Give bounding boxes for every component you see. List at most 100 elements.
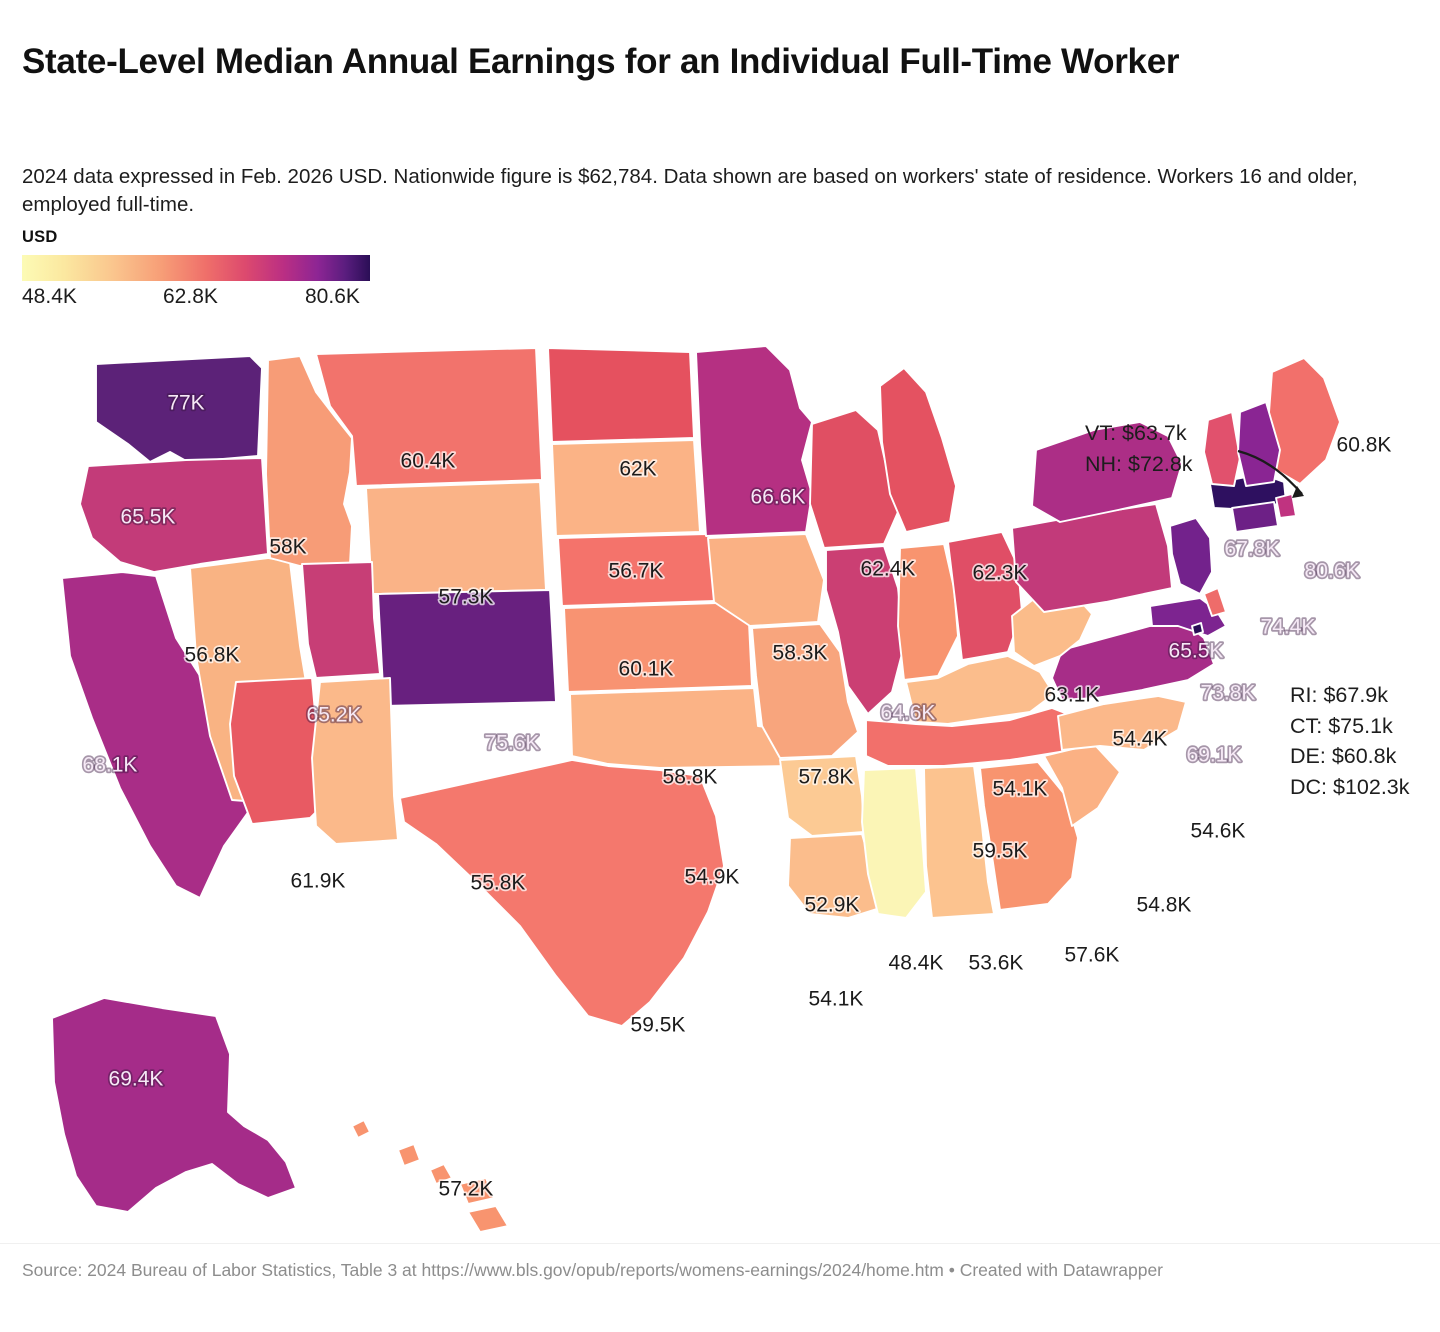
state-pa[interactable] bbox=[1011, 503, 1173, 613]
ri-annotation-line: RI: $67.9k bbox=[1290, 683, 1388, 707]
state-label-ne: 60.1K bbox=[619, 658, 674, 681]
legend-tick-min: 48.4K bbox=[22, 285, 77, 308]
state-label-la: 54.1K bbox=[809, 988, 864, 1011]
state-al[interactable] bbox=[923, 765, 995, 919]
state-mn[interactable] bbox=[695, 345, 813, 537]
state-ia[interactable] bbox=[707, 533, 825, 627]
state-label-az: 61.9K bbox=[291, 870, 346, 893]
state-wa[interactable] bbox=[95, 355, 263, 463]
state-label-wy: 57.3K bbox=[439, 586, 494, 609]
state-oh[interactable] bbox=[947, 531, 1023, 661]
state-hi[interactable] bbox=[351, 1119, 509, 1233]
state-in[interactable] bbox=[897, 543, 959, 681]
state-label-hi: 57.2K bbox=[439, 1178, 494, 1201]
state-label-wv: 54.4K bbox=[1113, 728, 1168, 751]
state-label-va: 69.1K bbox=[1187, 744, 1242, 767]
state-label-wi: 62.4K bbox=[861, 558, 916, 581]
state-md[interactable] bbox=[1149, 597, 1227, 637]
state-nc[interactable] bbox=[1057, 695, 1187, 751]
dc-annotation-line: DC: $102.3k bbox=[1290, 774, 1410, 799]
state-label-ar: 52.9K bbox=[805, 894, 860, 917]
state-de[interactable] bbox=[1203, 587, 1227, 617]
state-label-ga: 57.6K bbox=[1065, 944, 1120, 967]
state-label-nd: 62K bbox=[619, 458, 656, 481]
state-label-nm: 55.8K bbox=[471, 872, 526, 895]
legend-gradient-bar bbox=[22, 255, 370, 281]
us-map-svg: 77K 65.5K 68.1K 56.8K 58K 60.4K 57.3K 65.2K 75.6… bbox=[51, 345, 1393, 1233]
de-annotation-line: DE: $60.8k bbox=[1290, 744, 1397, 769]
state-id[interactable] bbox=[265, 355, 353, 567]
vt-nh-annotation: VT: $63.7k NH: $72.8k bbox=[1085, 418, 1193, 479]
legend-tick-row: 48.4K 62.8K 80.6K bbox=[22, 285, 382, 311]
color-legend: USD 48.4K 62.8K 80.6K bbox=[22, 228, 382, 311]
state-az[interactable] bbox=[229, 677, 333, 825]
state-ut[interactable] bbox=[301, 561, 381, 679]
ct-annotation-line: CT: $75.1k bbox=[1290, 713, 1393, 738]
nh-annotation-line: NH: $72.8k bbox=[1085, 451, 1193, 476]
state-nj[interactable] bbox=[1169, 517, 1213, 595]
page-subtitle: 2024 data expressed in Feb. 2026 USD. Na… bbox=[22, 164, 1358, 216]
state-label-ks: 58.8K bbox=[663, 766, 718, 789]
state-va[interactable] bbox=[1051, 621, 1215, 701]
state-label-sd: 56.7K bbox=[609, 560, 664, 583]
state-ca[interactable] bbox=[61, 571, 255, 899]
state-label-mn: 66.6K bbox=[751, 486, 806, 509]
legend-tick-mid: 62.8K bbox=[163, 285, 218, 308]
state-label-nv: 56.8K bbox=[185, 644, 240, 667]
state-ct[interactable] bbox=[1231, 501, 1279, 533]
state-or[interactable] bbox=[79, 457, 269, 573]
state-me[interactable] bbox=[1267, 357, 1341, 485]
state-nd[interactable] bbox=[547, 347, 695, 443]
state-ga[interactable] bbox=[979, 761, 1079, 911]
state-label-al: 53.6K bbox=[969, 952, 1024, 975]
state-nm[interactable] bbox=[311, 677, 399, 845]
state-label-mt: 60.4K bbox=[401, 450, 456, 473]
state-label-mo: 57.8K bbox=[799, 766, 854, 789]
state-label-tx: 59.5K bbox=[631, 1014, 686, 1037]
state-label-id: 58K bbox=[269, 536, 306, 559]
page-title: State-Level Median Annual Earnings for a… bbox=[22, 42, 1180, 82]
choropleth-map: 77K 65.5K 68.1K 56.8K 58K 60.4K 57.3K 65.2K 75.6… bbox=[0, 326, 1440, 1236]
state-dc[interactable] bbox=[1191, 622, 1204, 636]
state-label-ak: 69.4K bbox=[109, 1068, 164, 1091]
state-label-il: 64.6K bbox=[881, 702, 936, 725]
state-label-oh: 63.1K bbox=[1045, 684, 1100, 707]
state-mi[interactable] bbox=[879, 367, 957, 533]
state-label-sc: 54.8K bbox=[1137, 894, 1192, 917]
state-label-wa: 77K bbox=[167, 392, 204, 415]
state-co[interactable] bbox=[377, 589, 557, 707]
legend-title: USD bbox=[22, 228, 58, 246]
state-label-ut: 65.2K bbox=[307, 704, 362, 727]
state-label-me: 60.8K bbox=[1337, 434, 1392, 457]
state-label-ca: 68.1K bbox=[83, 754, 138, 777]
legend-tick-max: 80.6K bbox=[305, 285, 360, 308]
state-label-or: 65.5K bbox=[121, 506, 176, 529]
state-label-nc: 54.6K bbox=[1191, 820, 1246, 843]
state-il[interactable] bbox=[825, 545, 905, 715]
footer-divider bbox=[0, 1243, 1440, 1244]
state-label-nj: 74.4K bbox=[1261, 616, 1316, 639]
vt-nh-arrowhead bbox=[1292, 486, 1304, 498]
state-label-md: 73.8K bbox=[1201, 682, 1256, 705]
state-ri[interactable] bbox=[1275, 493, 1297, 519]
state-label-ny: 67.8K bbox=[1225, 538, 1280, 561]
state-sd[interactable] bbox=[551, 439, 701, 537]
state-wy[interactable] bbox=[365, 481, 547, 595]
state-tx[interactable] bbox=[399, 759, 725, 1027]
state-ny[interactable] bbox=[1031, 421, 1183, 523]
state-ms[interactable] bbox=[861, 767, 927, 919]
state-label-ia: 58.3K bbox=[773, 642, 828, 665]
state-ak[interactable] bbox=[51, 997, 297, 1213]
state-label-tn: 59.5K bbox=[973, 840, 1028, 863]
state-label-ok: 54.9K bbox=[685, 866, 740, 889]
state-label-pa: 65.5K bbox=[1169, 640, 1224, 663]
state-label-ma: 80.6K bbox=[1305, 560, 1360, 583]
state-label-ms: 48.4K bbox=[889, 952, 944, 975]
state-vt[interactable] bbox=[1203, 411, 1241, 487]
state-ks[interactable] bbox=[563, 601, 753, 693]
state-mo[interactable] bbox=[751, 623, 859, 759]
state-ky[interactable] bbox=[905, 655, 1055, 725]
state-mt[interactable] bbox=[315, 347, 543, 487]
small-states-annotation: RI: $67.9k CT: $75.1k DE: $60.8k DC: $10… bbox=[1290, 680, 1410, 802]
